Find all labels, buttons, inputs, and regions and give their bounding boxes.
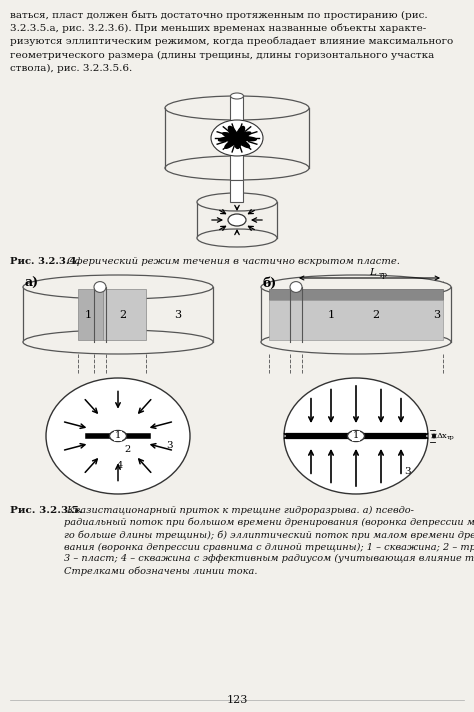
Text: б): б)	[263, 277, 277, 290]
Text: 2: 2	[125, 446, 131, 454]
Text: тр: тр	[379, 271, 388, 279]
Ellipse shape	[261, 275, 451, 299]
Text: геометрического размера (длины трещины, длины горизонтального участка: геометрического размера (длины трещины, …	[10, 51, 434, 60]
Polygon shape	[219, 126, 256, 148]
Bar	[230, 180, 244, 202]
Ellipse shape	[23, 275, 213, 299]
Text: Δx: Δx	[437, 432, 448, 440]
Bar	[103, 289, 146, 340]
Text: 1: 1	[115, 431, 121, 441]
Text: ваться, пласт должен быть достаточно протяженным по простиранию (рис.: ваться, пласт должен быть достаточно про…	[10, 10, 428, 19]
Text: 123: 123	[226, 695, 248, 705]
Bar	[78, 289, 103, 340]
Bar	[269, 289, 443, 300]
Ellipse shape	[46, 378, 190, 494]
Text: ствола), рис. 3.2.3.5.6.: ствола), рис. 3.2.3.5.6.	[10, 64, 132, 73]
Ellipse shape	[211, 120, 263, 156]
Text: Сферический режим течения в частично вскрытом пласте.: Сферический режим течения в частично вск…	[64, 257, 400, 266]
Text: 3.2.3.5.а, рис. 3.2.3.6). При меньших временах названные объекты характе-: 3.2.3.5.а, рис. 3.2.3.6). При меньших вр…	[10, 23, 426, 33]
Bar	[269, 300, 443, 340]
Text: Квазистационарный приток к трещине гидроразрыва. а) псевдо-
радиальный поток при: Квазистационарный приток к трещине гидро…	[64, 506, 474, 576]
Text: Рис. 3.2.3.5.: Рис. 3.2.3.5.	[10, 506, 83, 515]
Ellipse shape	[290, 282, 302, 293]
Ellipse shape	[197, 229, 277, 247]
Text: 3: 3	[433, 310, 440, 320]
Ellipse shape	[228, 214, 246, 226]
Ellipse shape	[347, 431, 365, 441]
Text: Рис. 3.2.3.4.: Рис. 3.2.3.4.	[10, 257, 80, 266]
Text: а): а)	[25, 277, 39, 290]
Ellipse shape	[197, 193, 277, 211]
Text: 2: 2	[119, 310, 127, 320]
Text: 3: 3	[405, 466, 411, 476]
Text: L: L	[369, 268, 376, 277]
Text: 3: 3	[174, 310, 182, 320]
Text: 2: 2	[373, 310, 380, 320]
Ellipse shape	[230, 93, 244, 99]
Ellipse shape	[23, 330, 213, 354]
Ellipse shape	[261, 330, 451, 354]
Text: 1: 1	[353, 431, 359, 441]
Text: тр: тр	[447, 436, 455, 441]
Text: 3: 3	[167, 441, 173, 451]
Ellipse shape	[284, 378, 428, 494]
Bar	[230, 96, 244, 180]
Text: 1: 1	[84, 310, 91, 320]
Ellipse shape	[165, 156, 309, 180]
Text: 1: 1	[328, 310, 335, 320]
Ellipse shape	[94, 282, 106, 293]
Text: ризуются эллиптическим режимом, когда преобладает влияние максимального: ризуются эллиптическим режимом, когда пр…	[10, 37, 453, 46]
Ellipse shape	[109, 431, 127, 441]
Text: 4: 4	[117, 461, 123, 471]
